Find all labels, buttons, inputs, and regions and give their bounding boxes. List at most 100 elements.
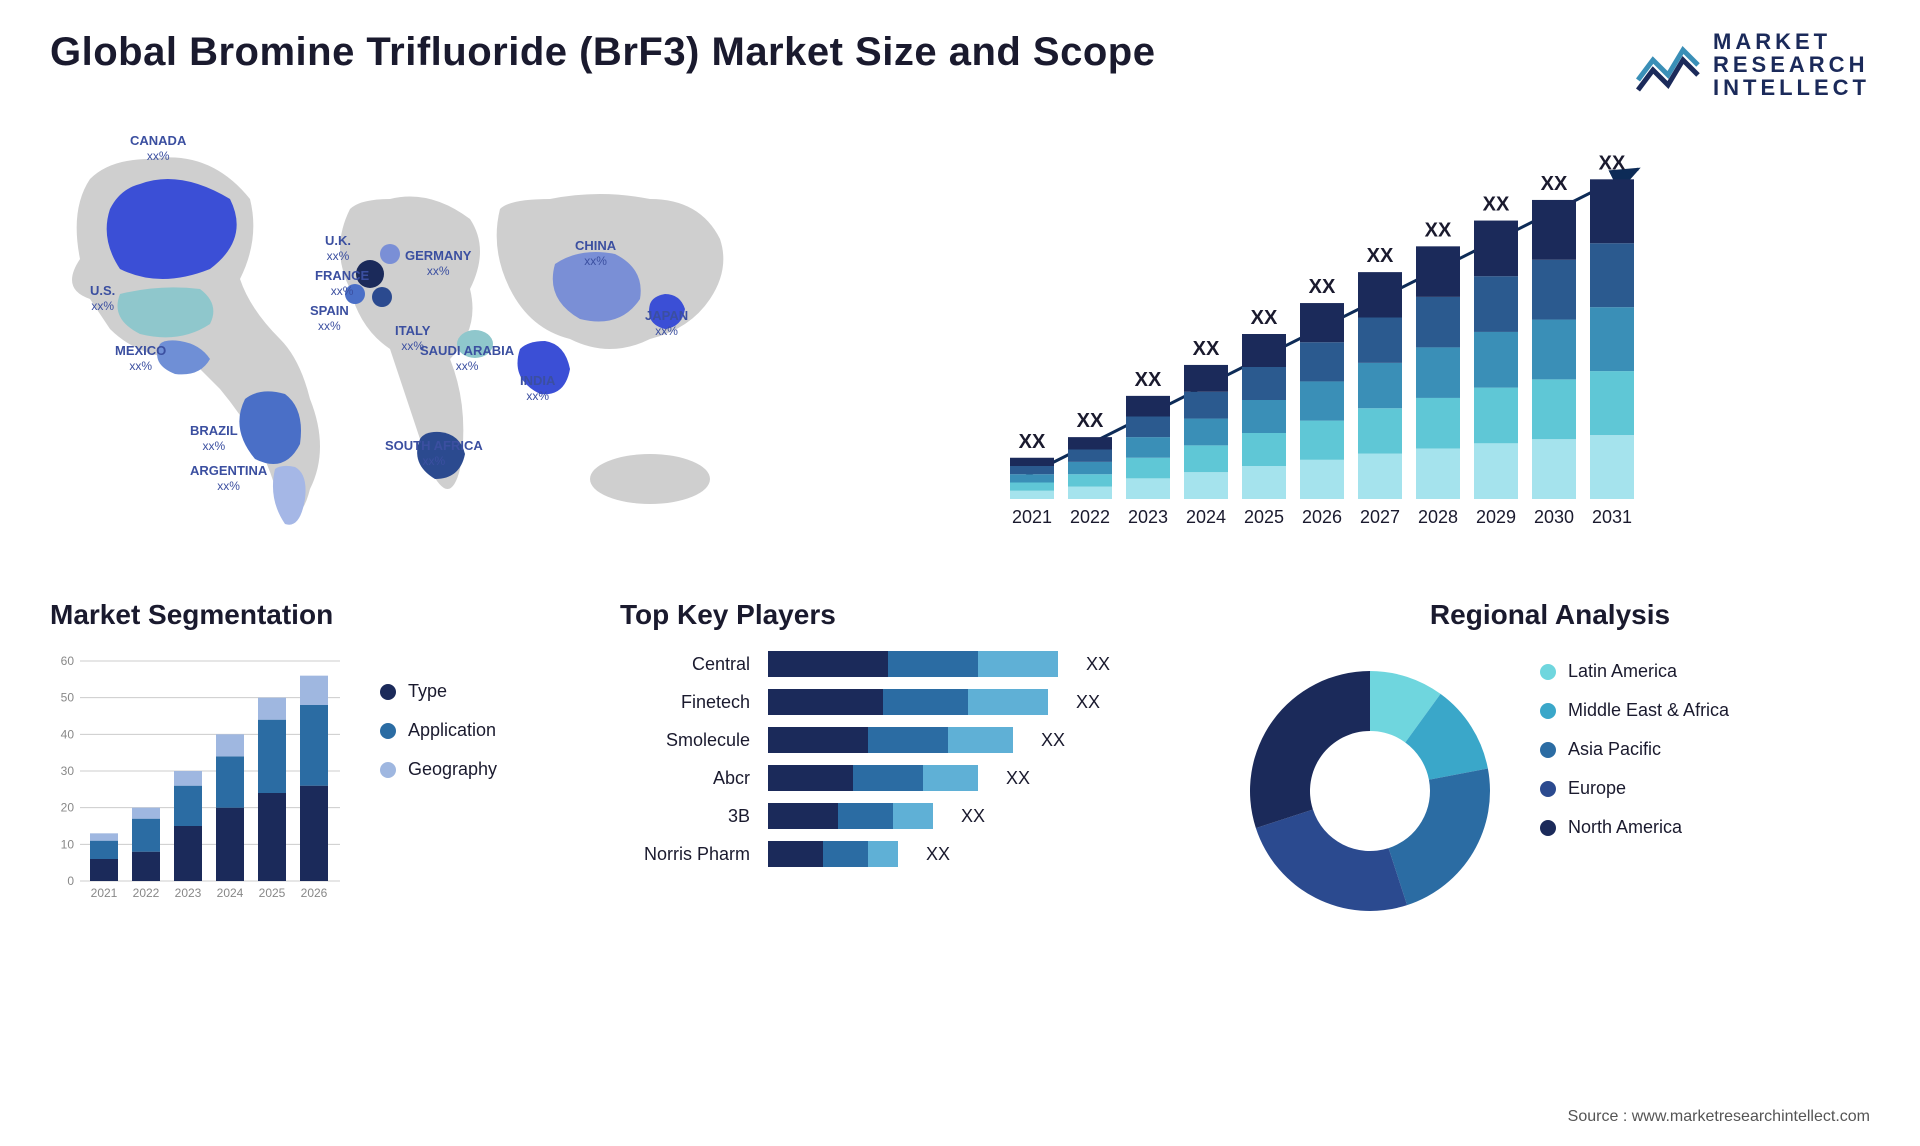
seg-year-label: 2024	[217, 886, 244, 900]
growth-bar-seg	[1242, 334, 1286, 367]
growth-bar-seg	[1242, 433, 1286, 466]
regional-legend: Latin AmericaMiddle East & AfricaAsia Pa…	[1540, 651, 1729, 931]
growth-year-label: 2021	[1012, 507, 1052, 527]
growth-bar-seg	[1010, 458, 1054, 466]
growth-chart: XX2021XX2022XX2023XX2024XX2025XX2026XX20…	[810, 129, 1870, 549]
growth-bar-seg	[1358, 318, 1402, 363]
seg-bar	[300, 676, 328, 705]
player-name: Abcr	[620, 768, 750, 789]
seg-bar	[258, 720, 286, 793]
growth-bar-seg	[1126, 479, 1170, 500]
player-name: Central	[620, 654, 750, 675]
growth-bar-seg	[1590, 435, 1634, 499]
growth-bar-seg	[1126, 437, 1170, 458]
growth-bar-seg	[1068, 462, 1112, 474]
player-row: 3BXX	[620, 803, 1180, 829]
growth-bar-seg	[1474, 332, 1518, 388]
growth-bar-seg	[1184, 365, 1228, 392]
growth-bar-seg	[1358, 454, 1402, 499]
growth-bar-seg	[1590, 371, 1634, 435]
growth-bar-seg	[1474, 221, 1518, 277]
growth-bar-seg	[1068, 475, 1112, 487]
growth-bar-value: XX	[1019, 431, 1046, 453]
segmentation-title: Market Segmentation	[50, 599, 570, 631]
page-title: Global Bromine Trifluoride (BrF3) Market…	[50, 30, 1155, 75]
player-bar	[768, 651, 1058, 677]
logo: MARKET RESEARCH INTELLECT	[1633, 30, 1870, 99]
growth-bar-seg	[1474, 277, 1518, 333]
growth-year-label: 2031	[1592, 507, 1632, 527]
player-value: XX	[1006, 768, 1030, 789]
svg-text:10: 10	[61, 838, 75, 852]
growth-year-label: 2029	[1476, 507, 1516, 527]
region-legend-item: Europe	[1540, 778, 1729, 799]
player-row: Abcr XX	[620, 765, 1180, 791]
player-row: Norris PharmXX	[620, 841, 1180, 867]
growth-bar-seg	[1416, 247, 1460, 298]
growth-year-label: 2024	[1186, 507, 1226, 527]
svg-text:50: 50	[61, 691, 75, 705]
logo-line1: MARKET	[1713, 30, 1870, 53]
growth-bar-seg	[1416, 297, 1460, 348]
growth-bar-value: XX	[1541, 173, 1568, 195]
growth-bar-seg	[1532, 320, 1576, 380]
growth-bar-seg	[1300, 382, 1344, 421]
seg-bar	[300, 786, 328, 881]
player-bar	[768, 689, 1048, 715]
map-label: U.S.xx%	[90, 284, 115, 314]
seg-legend-item: Geography	[380, 759, 497, 780]
seg-bar	[174, 786, 202, 826]
growth-bar-seg	[1068, 450, 1112, 462]
player-value: XX	[1041, 730, 1065, 751]
source-text: Source : www.marketresearchintellect.com	[1568, 1108, 1870, 1126]
growth-bar-seg	[1300, 460, 1344, 499]
seg-year-label: 2021	[91, 886, 118, 900]
player-bar	[768, 727, 1013, 753]
player-row: FinetechXX	[620, 689, 1180, 715]
map-label: JAPANxx%	[645, 309, 688, 339]
growth-bar-seg	[1010, 491, 1054, 499]
growth-bar-seg	[1068, 437, 1112, 449]
seg-bar	[90, 834, 118, 841]
seg-bar	[258, 698, 286, 720]
growth-bar-value: XX	[1251, 307, 1278, 329]
growth-year-label: 2022	[1070, 507, 1110, 527]
growth-bar-seg	[1416, 348, 1460, 399]
player-bar	[768, 803, 933, 829]
seg-bar	[258, 793, 286, 881]
growth-bar-seg	[1126, 417, 1170, 438]
growth-bar-seg	[1358, 272, 1402, 317]
svg-text:30: 30	[61, 764, 75, 778]
growth-bar-value: XX	[1367, 245, 1394, 267]
svg-text:40: 40	[61, 728, 75, 742]
seg-year-label: 2026	[301, 886, 328, 900]
players-title: Top Key Players	[620, 599, 1180, 631]
growth-bar-seg	[1300, 421, 1344, 460]
player-name: Norris Pharm	[620, 844, 750, 865]
growth-bar-seg	[1242, 400, 1286, 433]
growth-bar-seg	[1126, 458, 1170, 479]
growth-bar-seg	[1300, 303, 1344, 342]
seg-legend-item: Application	[380, 720, 497, 741]
svg-text:20: 20	[61, 801, 75, 815]
map-label: CHINAxx%	[575, 239, 616, 269]
region-legend-item: Middle East & Africa	[1540, 700, 1729, 721]
player-name: 3B	[620, 806, 750, 827]
player-name: Finetech	[620, 692, 750, 713]
growth-bar-seg	[1300, 343, 1344, 382]
growth-bar-seg	[1184, 392, 1228, 419]
growth-bar-seg	[1416, 398, 1460, 449]
svg-text:60: 60	[61, 654, 75, 668]
growth-bar-value: XX	[1483, 194, 1510, 216]
donut-slice	[1389, 769, 1490, 906]
svg-text:0: 0	[67, 874, 74, 888]
growth-bar-seg	[1358, 409, 1402, 454]
logo-icon	[1633, 35, 1703, 95]
growth-bar-seg	[1590, 244, 1634, 308]
growth-bar-value: XX	[1135, 369, 1162, 391]
growth-year-label: 2028	[1418, 507, 1458, 527]
growth-bar-value: XX	[1425, 220, 1452, 242]
map-label: SPAINxx%	[310, 304, 349, 334]
growth-bar-seg	[1242, 466, 1286, 499]
seg-bar	[90, 859, 118, 881]
